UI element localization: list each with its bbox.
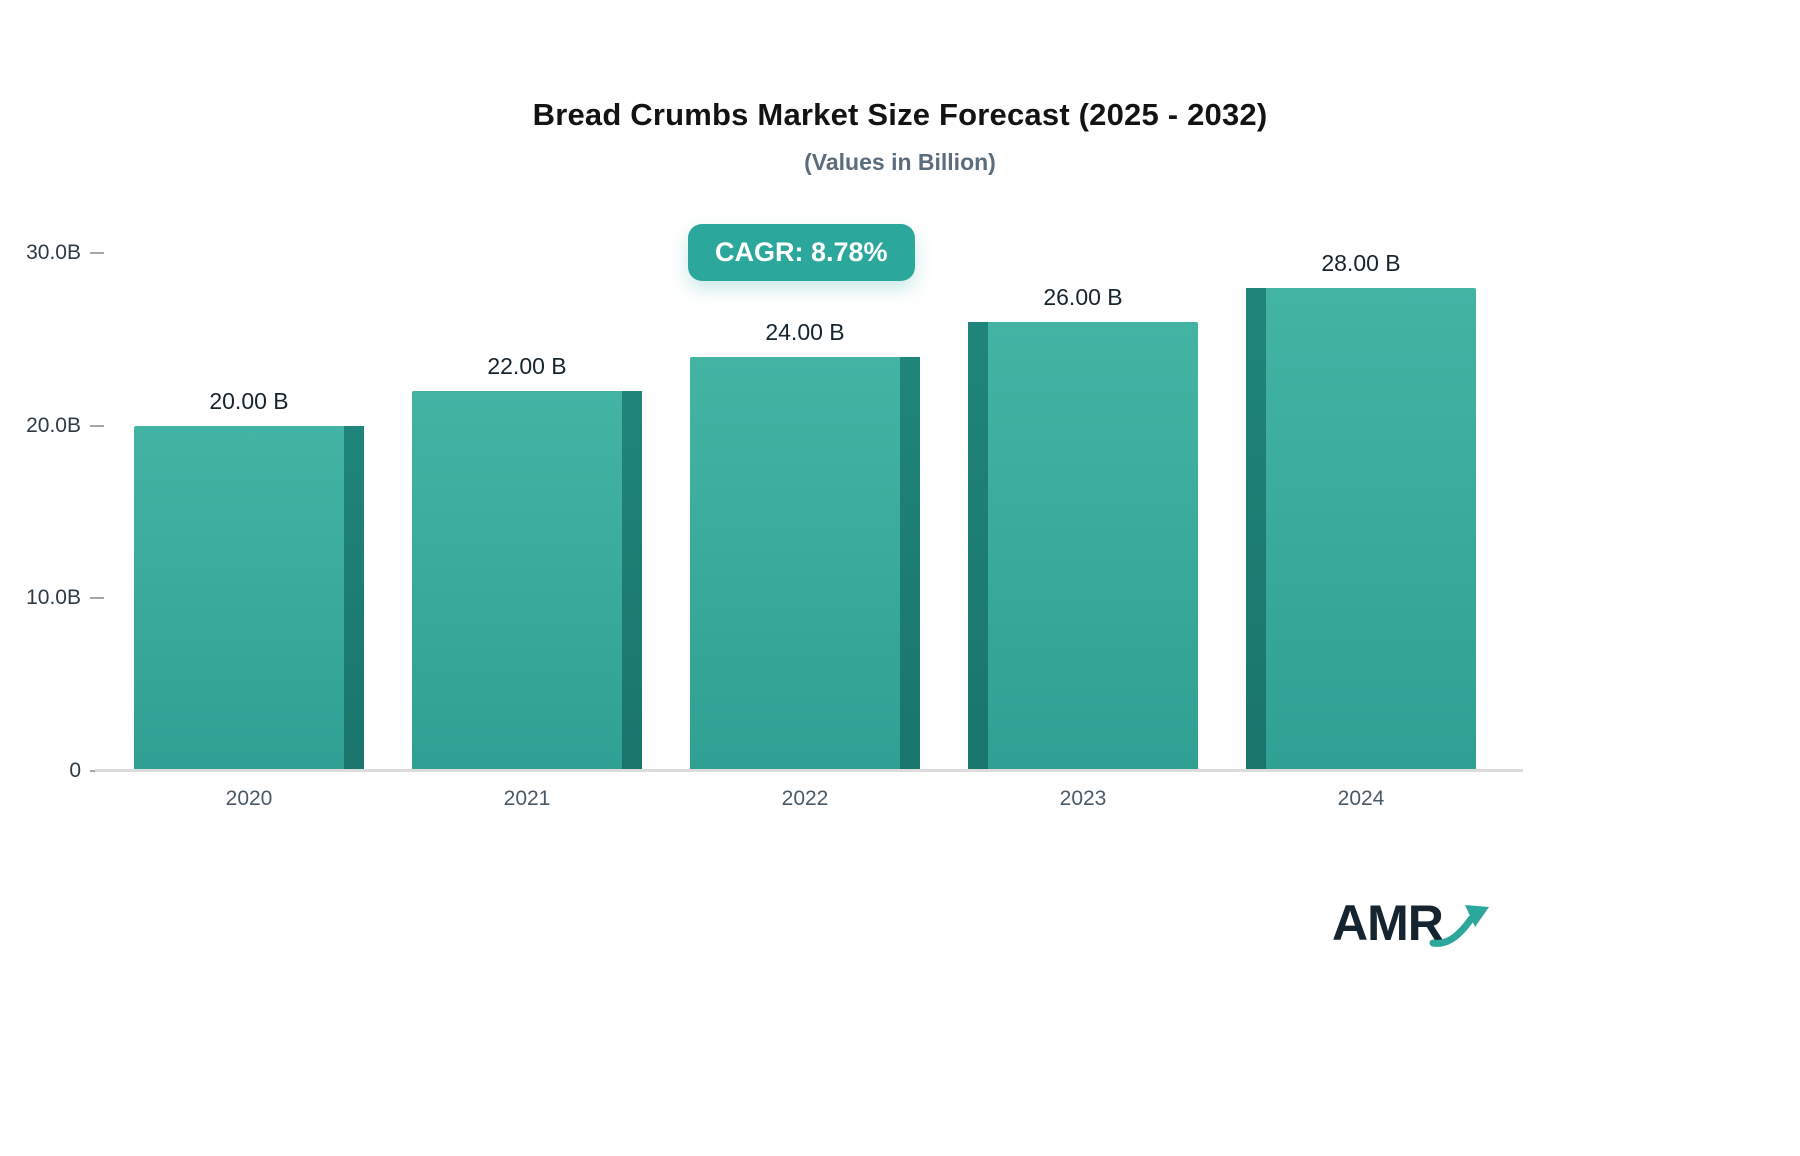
bar-2021[interactable]: 22.00 B — [412, 353, 642, 771]
plot-area: 20.00 B 22.00 B 24.00 B 26.00 B 28.00 B — [110, 250, 1520, 771]
bar-2023[interactable]: 26.00 B — [968, 284, 1198, 771]
bar-value-label: 20.00 B — [209, 387, 289, 414]
y-tick-label: 20.0B — [26, 413, 81, 437]
bar-rect[interactable] — [1246, 287, 1476, 771]
bar-3d-shade — [622, 391, 642, 771]
growth-arrow-icon — [1429, 905, 1489, 947]
bar-3d-shade — [900, 356, 920, 771]
x-axis-label: 2022 — [781, 787, 829, 810]
bar-2020[interactable]: 20.00 B — [134, 388, 364, 771]
y-tick-label: 0 — [69, 759, 81, 782]
bar-2024[interactable]: 28.00 B — [1246, 250, 1476, 771]
bar-value-label: 24.00 B — [765, 318, 845, 345]
chart-title: Bread Crumbs Market Size Forecast (2025 … — [532, 97, 1268, 132]
bar-rect[interactable] — [134, 425, 364, 771]
y-tick-label: 10.0B — [26, 586, 81, 610]
y-tick: 20.0B — [0, 413, 104, 437]
amr-logo-text: AMR — [1332, 895, 1444, 951]
y-tick-mark — [90, 424, 104, 427]
y-tick: 30.0B — [0, 241, 104, 264]
x-axis-label: 2024 — [1337, 787, 1385, 810]
bar-3d-shade — [1246, 287, 1266, 771]
bar-value-label: 26.00 B — [1043, 284, 1123, 311]
x-axis: 2020 2021 2022 2023 2024 — [110, 787, 1520, 819]
amr-logo: AMR — [1332, 893, 1491, 953]
cagr-badge: CAGR: 8.78% — [688, 224, 915, 281]
y-tick: 10.0B — [0, 586, 104, 610]
bar-rect[interactable] — [690, 356, 920, 771]
bar-rect[interactable] — [968, 322, 1198, 771]
bar-rect[interactable] — [412, 391, 642, 771]
bar-3d-shade — [968, 322, 988, 771]
bar-value-label: 22.00 B — [487, 353, 567, 380]
y-tick-mark — [90, 252, 104, 254]
x-axis-label: 2021 — [503, 787, 551, 810]
chart-subtitle: (Values in Billion) — [804, 149, 996, 175]
y-tick-mark — [90, 597, 104, 600]
x-axis-line — [95, 769, 1523, 772]
x-axis-label: 2023 — [1059, 787, 1107, 810]
y-tick: 0 — [0, 759, 104, 782]
y-tick-label: 30.0B — [26, 241, 81, 264]
bar-3d-shade — [344, 425, 364, 771]
bar-value-label: 28.00 B — [1321, 249, 1401, 276]
x-axis-label: 2020 — [225, 787, 273, 810]
y-axis: 30.0B 20.0B 10.0B 0 — [0, 241, 104, 782]
bar-2022[interactable]: 24.00 B — [690, 319, 920, 771]
